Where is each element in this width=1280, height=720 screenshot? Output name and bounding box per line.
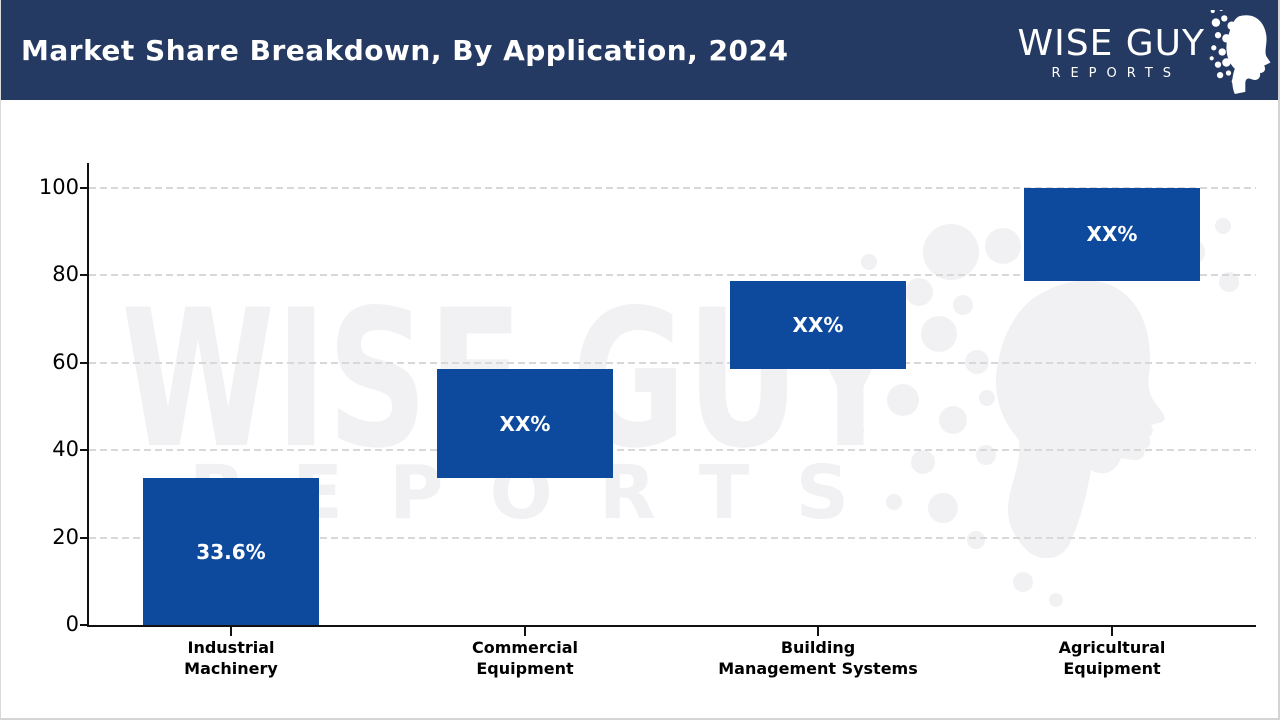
y-axis-tick-label: 40 <box>52 437 79 461</box>
y-axis-tick-0 <box>80 624 89 626</box>
y-axis-tick-label: 100 <box>38 174 79 199</box>
y-axis-tick-label: 0 <box>65 612 79 636</box>
x-axis-category-label: Agricultural Equipment <box>1058 638 1166 678</box>
x-axis-category-label: Building Management Systems <box>718 638 918 678</box>
bar-value-label: XX% <box>499 411 551 436</box>
watermark-head-silhouette <box>995 280 1165 559</box>
x-axis-tick-0 <box>230 627 232 636</box>
x-axis-tick-2 <box>817 627 819 636</box>
y-axis-tick-label: 80 <box>52 262 79 286</box>
x-axis-line <box>87 625 1256 627</box>
y-axis-line <box>87 163 89 627</box>
x-axis-tick-3 <box>1111 627 1113 636</box>
y-axis-tick-label: 20 <box>52 524 79 549</box>
bar-commercial-equipment: XX% <box>437 369 613 478</box>
y-axis-tick-80 <box>80 274 89 276</box>
gridline-y-40 <box>89 449 1256 451</box>
bar-agricultural-equipment: XX% <box>1024 187 1200 282</box>
x-axis-category-label: Commercial Equipment <box>471 638 579 678</box>
bar-value-label: 33.6% <box>196 539 266 564</box>
logo-wordmark: WISE GUY <box>1017 22 1205 64</box>
bar-building-management-systems: XX% <box>730 281 906 370</box>
gridline-y-100 <box>89 186 1256 189</box>
y-axis-tick-40 <box>80 449 89 451</box>
gridline-y-80 <box>89 274 1256 276</box>
logo-text: WISE GUY REPORTS <box>1017 22 1206 81</box>
x-axis-tick-1 <box>524 627 526 636</box>
header-bar: Market Share Breakdown, By Application, … <box>1 0 1278 100</box>
bar-value-label: XX% <box>792 313 844 338</box>
y-axis-tick-60 <box>80 361 89 364</box>
y-axis-tick-100 <box>80 186 89 189</box>
chart-plot-area: WISE GUY REPORTS 02040608010033.6%Indust… <box>1 100 1278 718</box>
x-axis-category-label: Industrial Machinery <box>184 638 278 678</box>
y-axis-tick-label: 60 <box>52 349 79 374</box>
gridline-y-60 <box>89 361 1256 364</box>
gridline-y-20 <box>89 536 1256 539</box>
wise-guy-reports-logo: WISE GUY REPORTS <box>1018 8 1272 96</box>
logo-subtitle: REPORTS <box>1051 65 1182 81</box>
page-title: Market Share Breakdown, By Application, … <box>21 33 789 67</box>
bar-industrial-machinery: 33.6% <box>143 478 319 625</box>
y-axis-tick-20 <box>80 536 89 539</box>
bar-value-label: XX% <box>1086 222 1138 247</box>
head-silhouette-icon <box>1209 10 1271 94</box>
